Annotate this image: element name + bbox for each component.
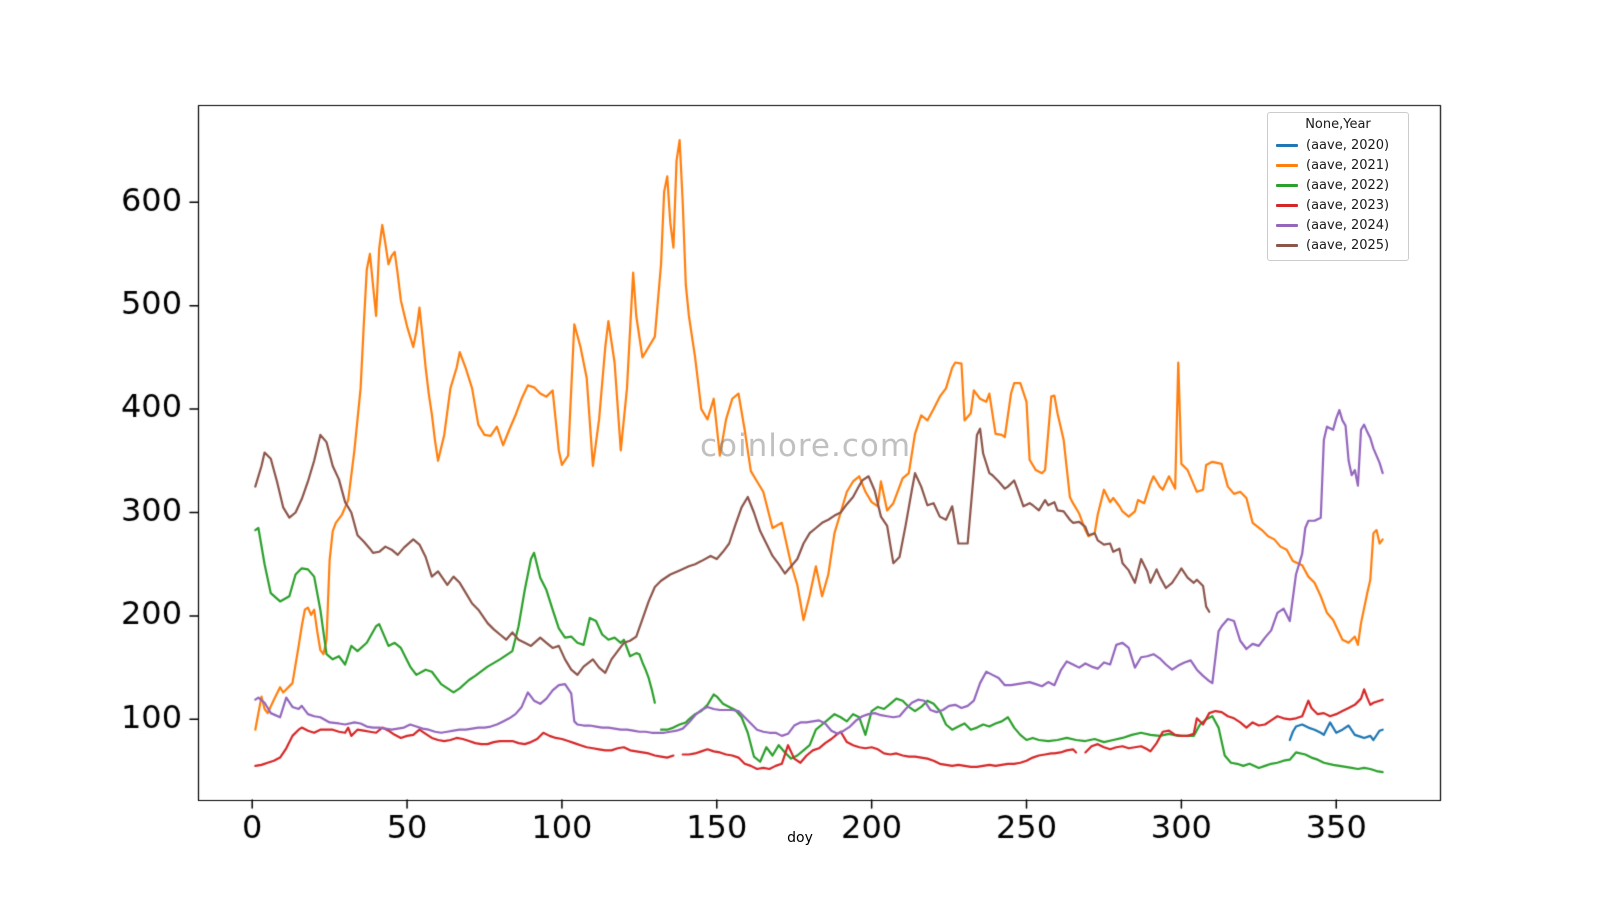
legend-swatch xyxy=(1276,143,1298,147)
legend-label: (aave, 2023) xyxy=(1306,197,1390,213)
legend-label: (aave, 2022) xyxy=(1306,177,1390,193)
legend-item: (aave, 2023) xyxy=(1276,195,1400,215)
legend-items: (aave, 2020) (aave, 2021) (aave, 2022) (aav… xyxy=(1276,135,1400,255)
legend-swatch xyxy=(1276,163,1298,167)
legend-label: (aave, 2025) xyxy=(1306,237,1390,253)
legend-item: (aave, 2021) xyxy=(1276,155,1400,175)
legend-item: (aave, 2020) xyxy=(1276,135,1400,155)
legend-item: (aave, 2024) xyxy=(1276,215,1400,235)
legend-item: (aave, 2025) xyxy=(1276,235,1400,255)
legend-label: (aave, 2020) xyxy=(1306,137,1390,153)
legend-label: (aave, 2021) xyxy=(1306,157,1390,173)
legend-label: (aave, 2024) xyxy=(1306,217,1390,233)
legend-swatch xyxy=(1276,243,1298,247)
legend-item: (aave, 2022) xyxy=(1276,175,1400,195)
legend: None,Year (aave, 2020) (aave, 2021) (aave,… xyxy=(1267,112,1409,261)
legend-swatch xyxy=(1276,223,1298,227)
legend-title: None,Year xyxy=(1305,117,1371,132)
legend-swatch xyxy=(1276,203,1298,207)
legend-swatch xyxy=(1276,183,1298,187)
x-axis-label: doy xyxy=(787,830,813,846)
